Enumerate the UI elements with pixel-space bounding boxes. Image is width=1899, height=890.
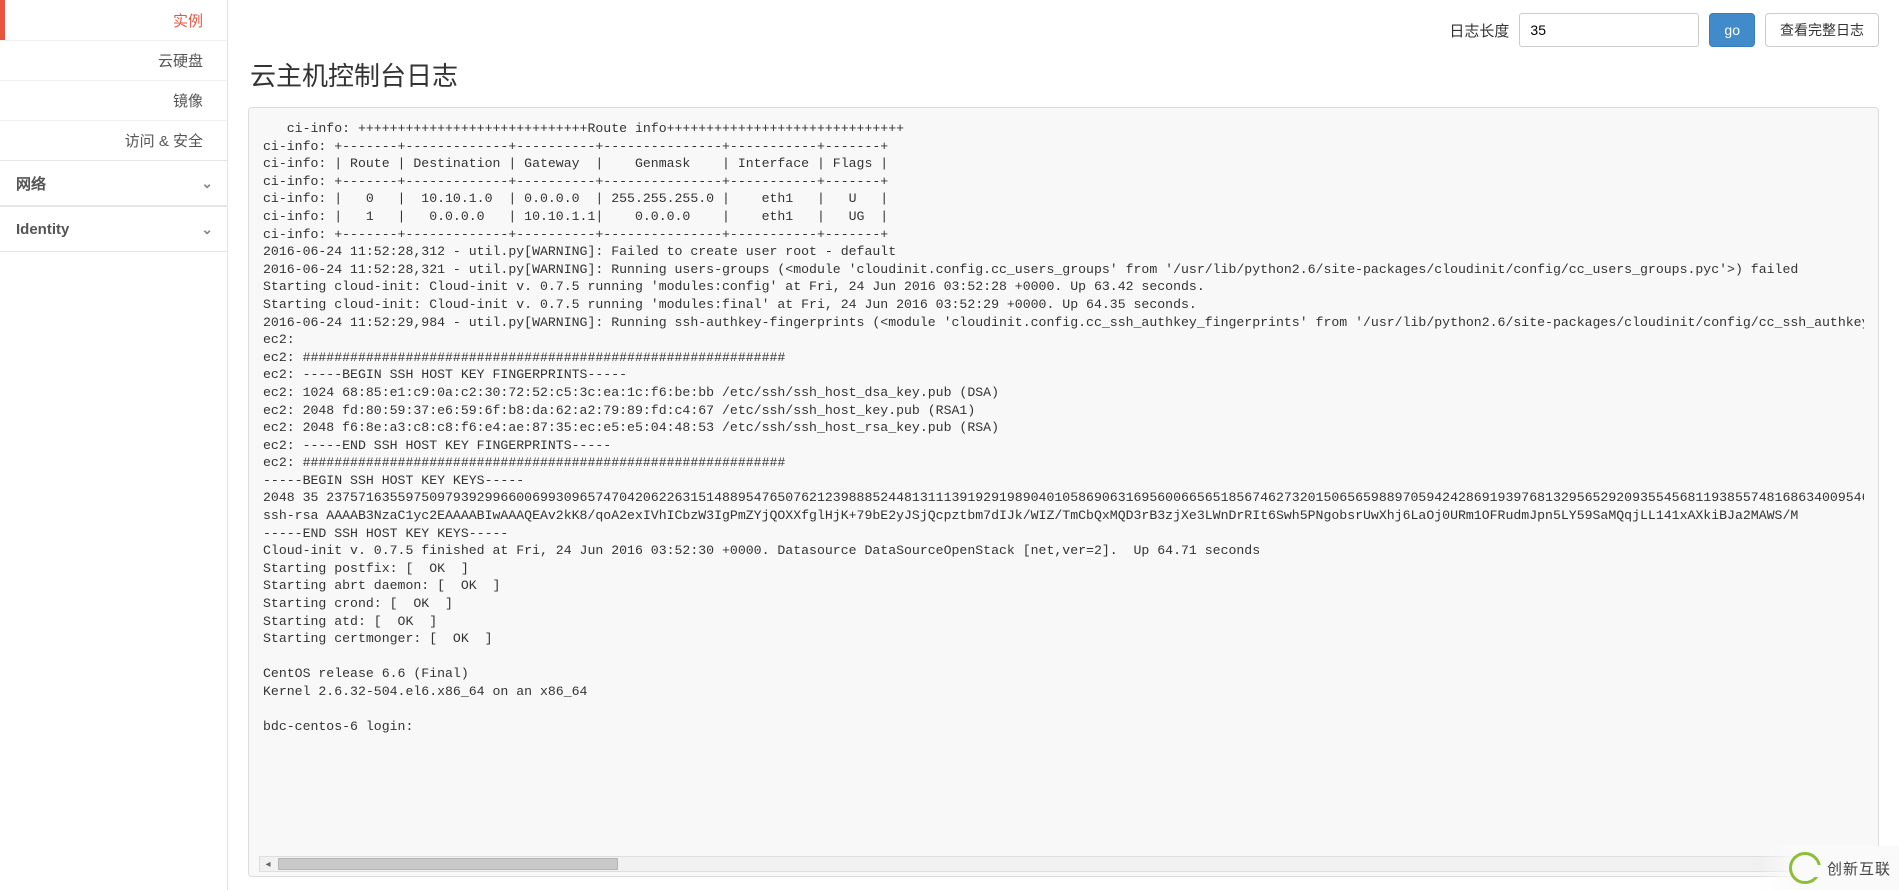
sidebar-group-network[interactable]: 网络 ⌄ (0, 160, 227, 206)
console-log-content: ci-info: +++++++++++++++++++++++++++++Ro… (263, 120, 1864, 860)
sidebar-item-volumes[interactable]: 云硬盘 (0, 40, 227, 80)
sidebar-item-label: 镜像 (173, 90, 203, 111)
log-length-input[interactable] (1519, 13, 1699, 47)
sidebar: 实例 云硬盘 镜像 访问 & 安全 网络 ⌄ Identity ⌄ (0, 0, 228, 890)
sidebar-item-access-security[interactable]: 访问 & 安全 (0, 120, 227, 160)
log-length-label: 日志长度 (1449, 20, 1509, 41)
sidebar-item-instances[interactable]: 实例 (0, 0, 227, 40)
sidebar-item-label: 访问 & 安全 (125, 130, 203, 151)
main-content: 日志长度 go 查看完整日志 云主机控制台日志 ci-info: +++++++… (228, 0, 1899, 890)
horizontal-scrollbar[interactable]: ◂ ▸ (259, 856, 1868, 872)
sidebar-group-label: Identity (16, 221, 69, 238)
brand-logo-icon (1789, 852, 1821, 884)
go-button[interactable]: go (1709, 13, 1755, 47)
view-full-log-button[interactable]: 查看完整日志 (1765, 13, 1879, 47)
console-log-box: ci-info: +++++++++++++++++++++++++++++Ro… (248, 107, 1879, 877)
page-title: 云主机控制台日志 (250, 56, 1879, 93)
sidebar-item-label: 实例 (173, 10, 203, 31)
sidebar-item-images[interactable]: 镜像 (0, 80, 227, 120)
sidebar-group-identity[interactable]: Identity ⌄ (0, 206, 227, 252)
chevron-down-icon: ⌄ (201, 221, 213, 238)
sidebar-group-label: 网络 (16, 173, 46, 194)
brand-watermark: 创新互联 (1759, 846, 1899, 890)
brand-text: 创新互联 (1827, 858, 1891, 879)
scroll-thumb[interactable] (278, 858, 618, 870)
scroll-left-icon[interactable]: ◂ (260, 857, 276, 871)
topbar: 日志长度 go 查看完整日志 (248, 0, 1879, 48)
chevron-down-icon: ⌄ (201, 175, 213, 192)
sidebar-item-label: 云硬盘 (158, 50, 203, 71)
